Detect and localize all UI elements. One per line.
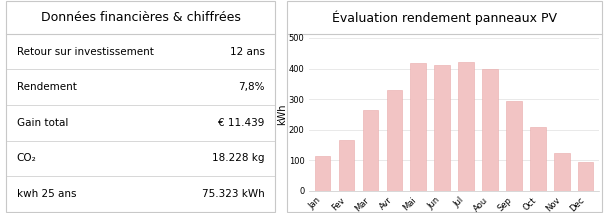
Y-axis label: kWh: kWh: [277, 104, 287, 125]
Bar: [482, 69, 498, 191]
Text: Évaluation rendement panneaux PV: Évaluation rendement panneaux PV: [332, 10, 557, 25]
Bar: [410, 63, 426, 191]
Text: Rendement: Rendement: [17, 82, 77, 92]
Text: kwh 25 ans: kwh 25 ans: [17, 189, 76, 199]
Bar: [387, 90, 402, 191]
Text: Retour sur investissement: Retour sur investissement: [17, 47, 154, 57]
Bar: [315, 156, 330, 191]
Text: € 11.439: € 11.439: [218, 118, 264, 128]
Text: Gain total: Gain total: [17, 118, 68, 128]
Bar: [578, 162, 594, 191]
Bar: [434, 65, 450, 191]
Text: 7,8%: 7,8%: [238, 82, 264, 92]
Bar: [506, 101, 522, 191]
Text: CO₂: CO₂: [17, 154, 36, 164]
Text: 75.323 kWh: 75.323 kWh: [201, 189, 264, 199]
Bar: [554, 153, 569, 191]
Bar: [530, 127, 546, 191]
Text: 12 ans: 12 ans: [229, 47, 264, 57]
Bar: [459, 62, 474, 191]
Text: 18.228 kg: 18.228 kg: [212, 154, 264, 164]
Text: Données financières & chiffrées: Données financières & chiffrées: [41, 11, 241, 24]
Bar: [339, 140, 355, 191]
Bar: [362, 110, 378, 191]
